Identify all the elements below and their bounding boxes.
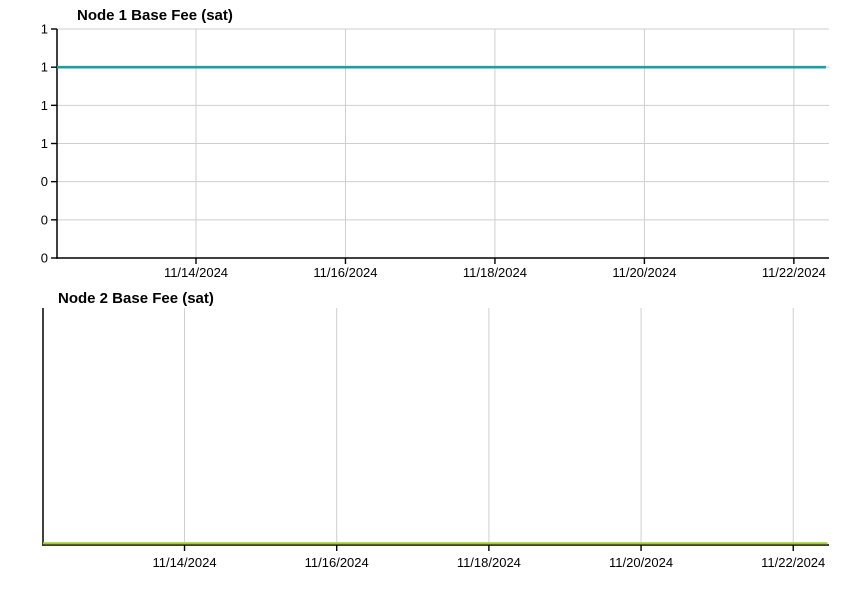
x-tick-label: 11/22/2024 (762, 265, 826, 280)
x-tick-label: 11/18/2024 (457, 555, 521, 570)
x-tick-label: 11/20/2024 (609, 555, 673, 570)
y-tick-label: 0 (41, 212, 48, 227)
node-1-base-fee-chart: 11/14/2024 11/16/2024 11/18/2024 11/20/2024… (41, 7, 829, 280)
x-tick-label: 11/18/2024 (463, 265, 527, 280)
y-tick-label: 0 (41, 174, 48, 189)
x-tick-label: 11/16/2024 (313, 265, 377, 280)
x-tick-label: 11/16/2024 (305, 555, 369, 570)
node-2-base-fee-chart: 11/14/2024 11/16/2024 11/18/2024 11/20/2024… (42, 290, 829, 570)
x-tick-label: 11/20/2024 (612, 265, 676, 280)
x-tick-label: 11/14/2024 (164, 265, 228, 280)
y-tick-label: 0 (41, 251, 48, 266)
y-tick-label: 1 (41, 60, 48, 75)
y-tick-label: 1 (41, 22, 48, 37)
y-tick-label: 1 (41, 136, 48, 151)
y-tick-label: 1 (41, 98, 48, 113)
x-tick-label: 11/14/2024 (152, 555, 216, 570)
chart-title-node-1-base-fee: Node 1 Base Fee (sat) (77, 7, 233, 24)
chart-title-node-2-base-fee: Node 2 Base Fee (sat) (58, 290, 214, 307)
x-tick-label: 11/22/2024 (761, 555, 825, 570)
